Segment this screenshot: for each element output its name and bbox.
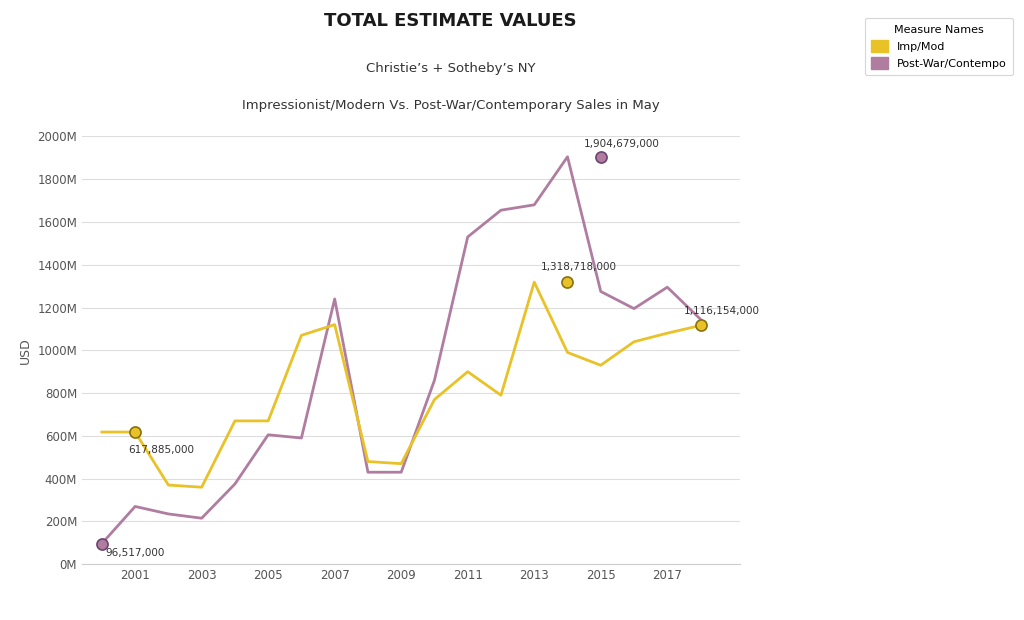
Text: 1,904,679,000: 1,904,679,000: [584, 140, 660, 149]
Text: TOTAL ESTIMATE VALUES: TOTAL ESTIMATE VALUES: [325, 12, 577, 30]
Text: Impressionist/Modern Vs. Post-War/Contemporary Sales in May: Impressionist/Modern Vs. Post-War/Contem…: [242, 99, 659, 112]
Legend: Imp/Mod, Post-War/Contempo: Imp/Mod, Post-War/Contempo: [864, 18, 1014, 75]
Text: 96,517,000: 96,517,000: [105, 548, 165, 558]
Text: 1,116,154,000: 1,116,154,000: [684, 306, 760, 316]
Text: Christie’s + Sotheby’s NY: Christie’s + Sotheby’s NY: [366, 62, 536, 75]
Y-axis label: USD: USD: [18, 337, 32, 364]
Text: 617,885,000: 617,885,000: [128, 446, 195, 456]
Text: 1,318,718,000: 1,318,718,000: [541, 262, 616, 272]
